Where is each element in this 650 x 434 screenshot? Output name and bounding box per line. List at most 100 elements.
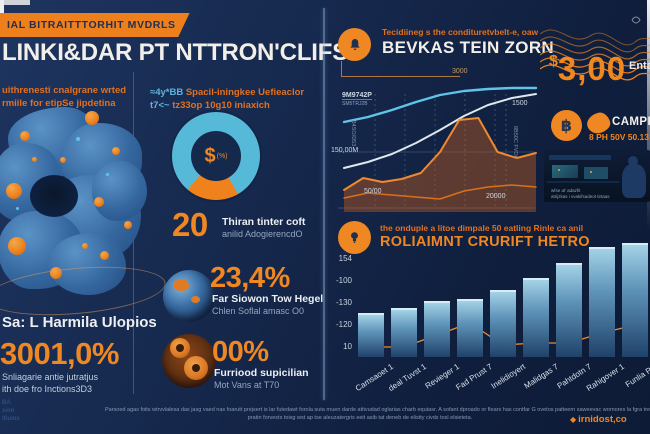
blob-cyan-dot bbox=[76, 137, 80, 141]
stat2-label: Far Siowon Tow Hegel bbox=[212, 293, 324, 305]
connector-line bbox=[341, 61, 460, 77]
bell-icon bbox=[338, 28, 371, 61]
photo-light-dot bbox=[558, 169, 560, 171]
campaign-sub: 8 PH 50V 50.13 bbox=[589, 132, 650, 142]
blob-orange-dot bbox=[20, 131, 30, 141]
stat1-sub: anilid AdogierencdO bbox=[222, 229, 303, 239]
divider-main bbox=[323, 8, 325, 400]
blob-orange-dot bbox=[82, 243, 88, 249]
price-number: 3,00 bbox=[557, 50, 627, 87]
line-chart-area bbox=[344, 118, 536, 212]
brand-mark: ◆ irnidost,co bbox=[570, 414, 627, 425]
photo-screen bbox=[552, 165, 578, 178]
bar-ytick: -130 bbox=[335, 298, 352, 307]
stat1-label: Thiran tinter coft bbox=[222, 216, 306, 228]
left-tiny-list: BA sion itiums bbox=[2, 399, 20, 423]
blob-orange-dot bbox=[85, 111, 99, 125]
bar-ytick: 154 bbox=[338, 254, 352, 263]
footer-line1: Parsoed agas foits wtrvvlalesa das jasg … bbox=[105, 407, 650, 413]
price-suffix: Entare bbox=[629, 60, 650, 72]
line-chart-vertical-label-left: B4SO/D53 bbox=[350, 120, 356, 147]
middle-intro-line1-text: Spacil-iningkee Uefieaclor bbox=[185, 87, 305, 98]
bulb-icon bbox=[338, 221, 371, 254]
bar-chart bbox=[352, 243, 650, 357]
trend-icon: t7<~ bbox=[150, 100, 170, 111]
middle-intro-line2-text: tz33op 10g10 iniaxich bbox=[172, 100, 270, 111]
middle-intro-line2: t7<~ tz33op 10g10 iniaxich bbox=[150, 99, 270, 112]
photo-caption-line1: wfse al' adazfit bbox=[551, 188, 581, 193]
line-series-white-mid bbox=[343, 93, 537, 169]
line-series-blue-top bbox=[342, 86, 538, 124]
bar bbox=[622, 243, 648, 357]
left-intro-line2: rmiile for etipSe jipdetina bbox=[2, 98, 116, 109]
bar bbox=[589, 247, 615, 357]
blob-orange-dot bbox=[124, 221, 132, 229]
gear-icon bbox=[162, 334, 216, 388]
blob-orange-dot bbox=[100, 251, 109, 260]
bar-chart-xaxis: Camsaoet 1 deal Tuvst 1 Revieger 1 Fad Prus… bbox=[352, 362, 650, 404]
sparkline-icon: ≈4y*BB bbox=[150, 87, 184, 98]
brand-icon: ◆ bbox=[570, 415, 577, 424]
gear-disc-hole bbox=[176, 344, 184, 352]
blob-orange-dot bbox=[6, 183, 22, 199]
blob-hole bbox=[30, 175, 78, 217]
line-chart-top-label: 3000 bbox=[452, 68, 468, 75]
line-chart bbox=[338, 86, 538, 212]
left-stat-notes: Snliagarie antie jutratjus ith doe fro I… bbox=[2, 372, 98, 395]
photo-caption: wfse al' adazfit atrijzkas i vvakifsadeo… bbox=[551, 188, 610, 199]
section2-kicker: the onduple a litoe dimpale 50 eatling R… bbox=[380, 223, 584, 233]
campaign-label: CAMPIAR bbox=[612, 116, 650, 128]
edge-artifact-top bbox=[0, 0, 30, 5]
stat3-label: Furriood supicilian bbox=[214, 367, 309, 379]
globe-continent bbox=[191, 296, 200, 303]
bar bbox=[391, 308, 417, 357]
donut-chart: $ (%) bbox=[172, 112, 260, 200]
blob-orange-dot bbox=[50, 267, 62, 279]
header-badge: IAL BITRAITTTORHIT MVDRLS bbox=[0, 13, 190, 37]
line-chart-bottom-left-label: 50/00 bbox=[364, 188, 382, 195]
bar bbox=[424, 301, 450, 357]
bell-glyph bbox=[349, 38, 360, 50]
line-chart-left-top-sublabel: SM5TRJ2B bbox=[342, 101, 368, 107]
stat2-sub: Chlen Soflal amasc O0 bbox=[212, 306, 305, 316]
wave-contour-art bbox=[540, 16, 650, 81]
left-intro-line1: uithrenesti cnalgrane wrted bbox=[2, 85, 127, 96]
blob-cyan-dot bbox=[106, 173, 109, 176]
workstation-photo-thumbnail: wfse al' adazfit atrijzkas i vvakifsadeo… bbox=[544, 150, 650, 202]
line-chart-bottom-right-label: 20000 bbox=[486, 193, 506, 200]
bar-ytick: 10 bbox=[343, 342, 352, 351]
middle-intro-line1: ≈4y*BB Spacil-iningkee Uefieaclor bbox=[150, 86, 304, 99]
bar bbox=[457, 299, 483, 357]
blob-orange-dot bbox=[94, 197, 104, 207]
currency-symbol: $ bbox=[549, 53, 558, 70]
globe-continent bbox=[173, 279, 189, 291]
photo-shelf bbox=[549, 155, 611, 160]
bar-ytick: -120 bbox=[335, 320, 352, 329]
photo-caption-line2: atrijzkas i vvakifsadeot tirtaas bbox=[551, 193, 610, 199]
section2-heading: ROLIAIMNT CRURIFT HETRO bbox=[380, 234, 590, 250]
blob-cyan-dot bbox=[16, 207, 19, 210]
person-silhouette-body bbox=[622, 164, 646, 198]
photo-light-dot bbox=[590, 171, 592, 173]
gear-disc-hole bbox=[192, 364, 200, 372]
section1-kicker: Tecidiineg s the condituretvbelt-e, oaw bbox=[382, 27, 539, 37]
left-tiny-item: itiums bbox=[2, 416, 20, 422]
blob-orange-dot bbox=[60, 157, 66, 163]
dollar-icon: $ bbox=[204, 144, 216, 167]
line-chart-left-mid-label: 150,00M bbox=[331, 147, 359, 154]
page-title: LINKI&DAR PT NTTRON'CLIFS bbox=[2, 39, 349, 66]
blob-orange-dot bbox=[32, 157, 37, 162]
line-chart-right-label: 1500 bbox=[512, 100, 528, 107]
left-tiny-item: BA bbox=[2, 400, 11, 406]
stat2-value: 23,4% bbox=[210, 262, 290, 294]
price-value: $3,00 bbox=[549, 50, 626, 88]
bar bbox=[523, 278, 549, 357]
stat3-value: 00% bbox=[212, 336, 269, 368]
person-silhouette-head bbox=[628, 156, 638, 166]
photo-desk bbox=[547, 181, 619, 183]
left-stat-note1: Snliagarie antie jutratjus bbox=[2, 372, 99, 382]
left-tiny-item: sion bbox=[2, 408, 15, 414]
line-chart-vertical-label-right: 8B50C FVO6 bbox=[512, 126, 518, 159]
stat1-value: 20 bbox=[172, 206, 208, 243]
line-series-orange-low bbox=[343, 184, 537, 200]
